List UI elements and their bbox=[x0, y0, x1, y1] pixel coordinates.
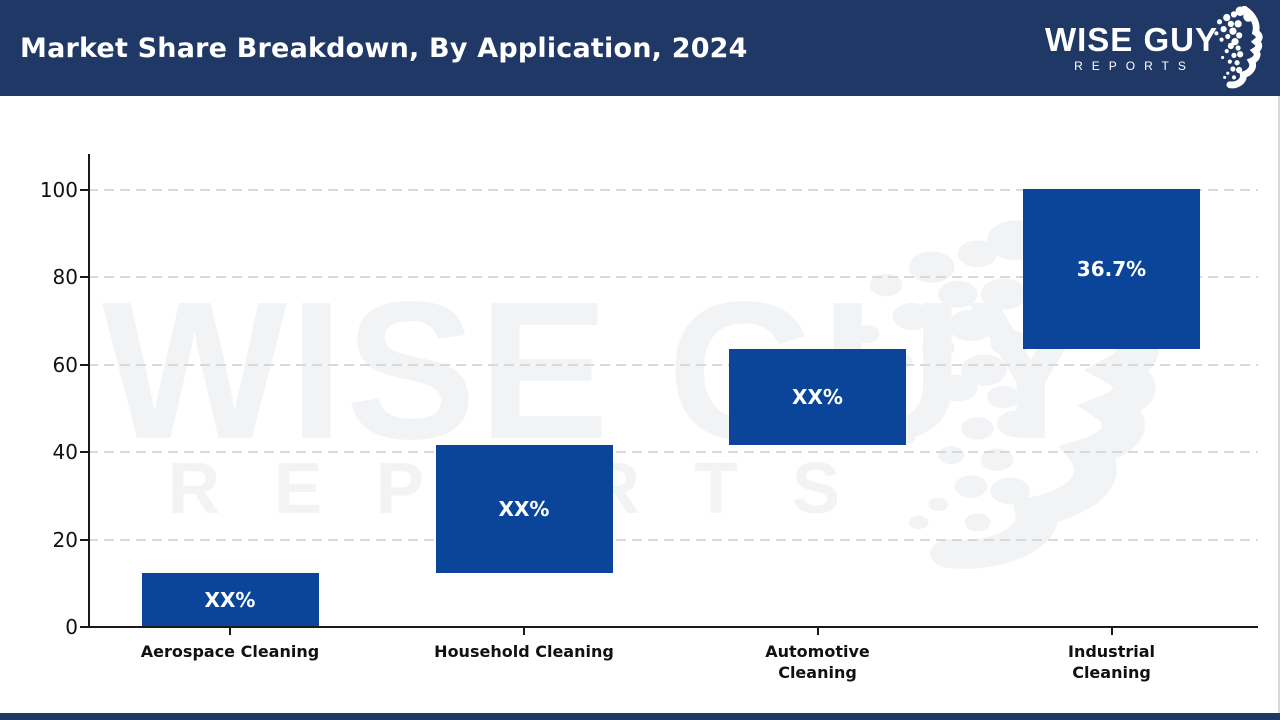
bar-industrial-cleaning: 36.7% bbox=[1023, 188, 1200, 350]
gridline-60 bbox=[88, 363, 1258, 366]
x-category-label-line: Cleaning bbox=[778, 663, 857, 682]
footer-bar bbox=[0, 713, 1280, 720]
bar-household-cleaning: XX% bbox=[435, 444, 613, 574]
gridline-20 bbox=[88, 538, 1258, 541]
x-tick-3 bbox=[1110, 626, 1113, 635]
x-category-label-line: Household Cleaning bbox=[434, 642, 614, 661]
x-tick-0 bbox=[229, 626, 231, 635]
y-tick-100 bbox=[80, 188, 88, 191]
wiseguy-face-icon bbox=[1214, 6, 1263, 89]
y-tick-40 bbox=[80, 451, 88, 453]
bar-automotive-cleaning: XX% bbox=[729, 349, 906, 445]
x-category-label-line: Cleaning bbox=[1072, 663, 1151, 682]
bar-value-label: XX% bbox=[792, 384, 843, 409]
y-tick-80 bbox=[80, 276, 88, 278]
y-tick-label-60: 60 bbox=[52, 352, 78, 377]
gridline-100 bbox=[88, 188, 1258, 191]
page-title: Market Share Breakdown, By Application, … bbox=[20, 32, 748, 64]
bar-value-label: 36.7% bbox=[1076, 256, 1147, 281]
y-axis-spine bbox=[88, 154, 90, 628]
x-category-label: Aerospace Cleaning bbox=[120, 641, 340, 662]
x-category-label-line: Aerospace Cleaning bbox=[140, 642, 320, 661]
x-category-label: Household Cleaning bbox=[414, 641, 634, 662]
bar-aerospace-cleaning: XX% bbox=[141, 573, 319, 626]
y-tick-label-80: 80 bbox=[52, 265, 78, 289]
x-category-label-line: Automotive bbox=[765, 642, 870, 661]
y-tick-label-100: 100 bbox=[39, 177, 78, 202]
x-axis-line bbox=[88, 626, 1258, 628]
y-tick-label-20: 20 bbox=[52, 527, 78, 552]
gridline-40 bbox=[88, 451, 1258, 453]
y-tick-label-40: 40 bbox=[52, 440, 78, 464]
logo-wordmark: WISE GUY bbox=[1044, 21, 1218, 58]
x-category-label-line: Industrial bbox=[1067, 642, 1155, 661]
gridline-80 bbox=[88, 276, 1258, 278]
x-tick-2 bbox=[816, 626, 819, 635]
wiseguy-logo: WISE GUY REPORTS bbox=[1045, 0, 1266, 96]
chart-area: WISE GUY REPORTS XX%XX%XX%36.7% 02040608… bbox=[0, 96, 1280, 714]
logo-text: WISE GUY REPORTS bbox=[1044, 21, 1218, 74]
header-bar: Market Share Breakdown, By Application, … bbox=[0, 0, 1280, 96]
y-tick-0 bbox=[80, 626, 88, 628]
watermark-wordmark: WISE GUY bbox=[102, 261, 1099, 480]
y-tick-label-0: 0 bbox=[65, 615, 78, 639]
x-category-label: Industrial Cleaning bbox=[1002, 641, 1222, 683]
x-category-label: Automotive Cleaning bbox=[708, 641, 928, 683]
x-tick-1 bbox=[523, 626, 525, 635]
y-tick-60 bbox=[80, 363, 88, 366]
logo-subtitle: REPORTS bbox=[1074, 59, 1195, 73]
bar-value-label: XX% bbox=[498, 496, 550, 521]
y-tick-20 bbox=[80, 538, 88, 541]
bar-value-label: XX% bbox=[204, 587, 256, 612]
